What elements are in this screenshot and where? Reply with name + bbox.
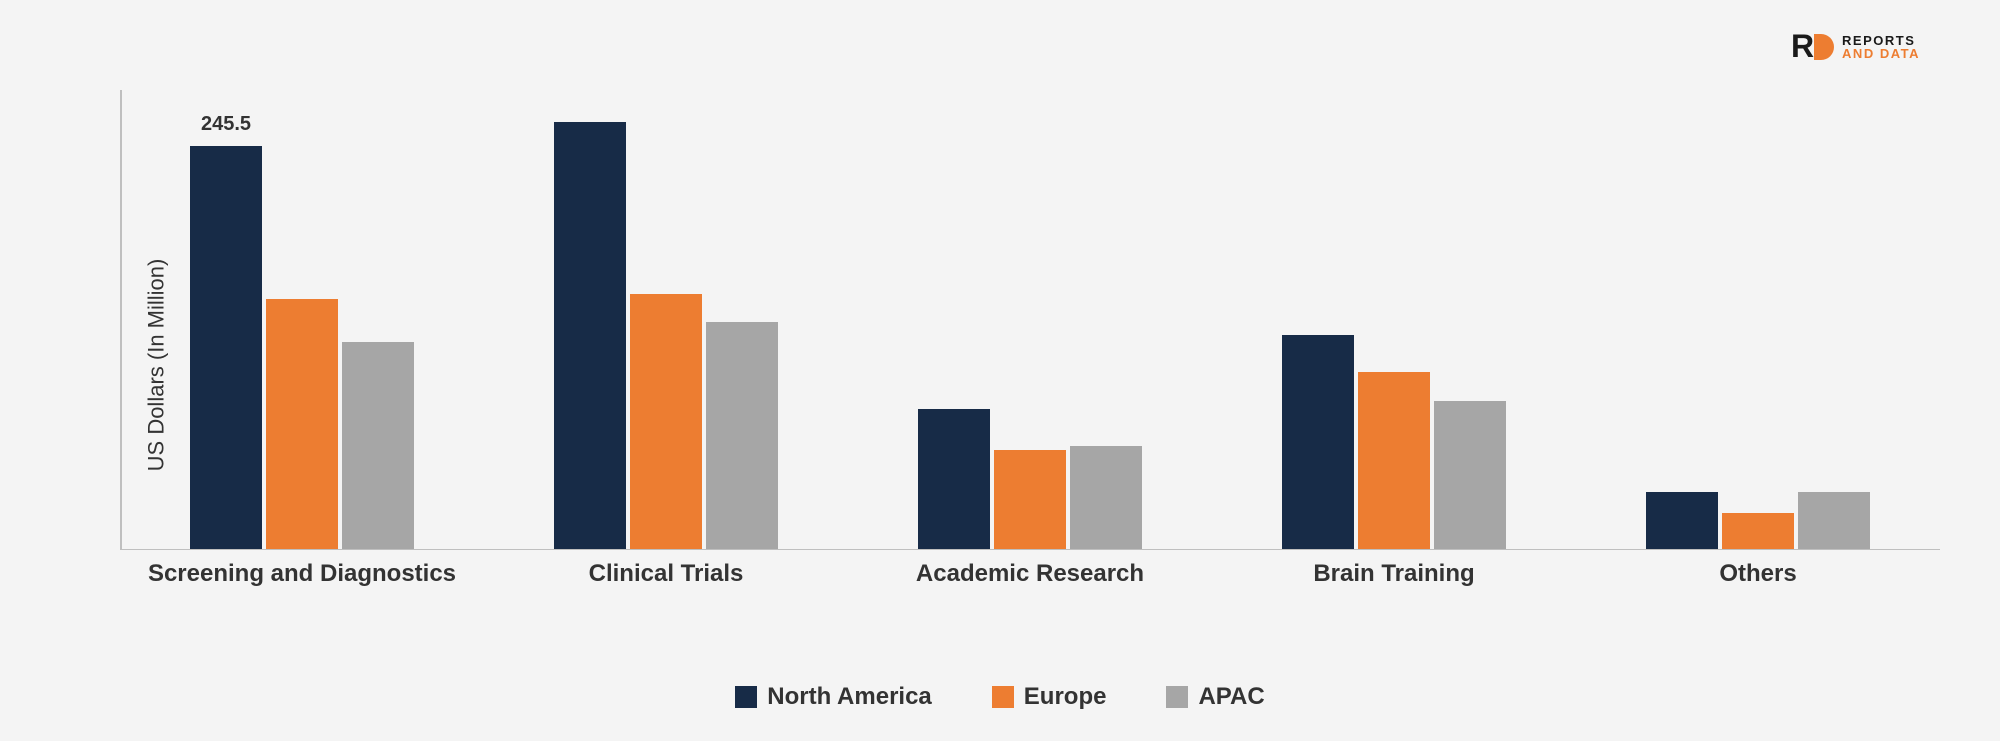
legend-label: North America	[767, 683, 931, 711]
bar-group	[1212, 90, 1576, 549]
bar-group	[1576, 90, 1940, 549]
x-tick-label: Clinical Trials	[484, 560, 848, 590]
bar	[994, 450, 1066, 549]
bar	[630, 294, 702, 549]
bar	[1434, 401, 1506, 549]
bar	[342, 342, 414, 549]
legend-swatch	[992, 686, 1014, 708]
bar-chart: US Dollars (In Million) 245.5 Screening …	[60, 90, 1940, 640]
bar	[1646, 492, 1718, 550]
bar	[1358, 372, 1430, 549]
legend-item: Europe	[992, 683, 1107, 711]
logo-mark: R	[1791, 28, 1834, 65]
legend-swatch	[1166, 686, 1188, 708]
bar	[266, 299, 338, 549]
logo-text-bottom: AND DATA	[1842, 47, 1920, 60]
bar-data-label: 245.5	[201, 113, 251, 136]
legend-swatch	[735, 686, 757, 708]
logo-d-shape	[1814, 34, 1834, 60]
x-tick-label: Brain Training	[1212, 560, 1576, 590]
bar	[1070, 446, 1142, 550]
bar	[706, 322, 778, 549]
bar-groups: 245.5	[120, 90, 1940, 549]
logo-text-top: REPORTS	[1842, 34, 1920, 47]
bar-group: 245.5	[120, 90, 484, 549]
bar-group	[484, 90, 848, 549]
logo-r-letter: R	[1791, 28, 1812, 65]
bar	[1282, 335, 1354, 549]
legend-item: APAC	[1166, 683, 1264, 711]
bar-group	[848, 90, 1212, 549]
logo-text: REPORTS AND DATA	[1842, 34, 1920, 60]
legend: North America Europe APAC	[0, 683, 2000, 711]
bar	[1722, 513, 1794, 549]
bar	[554, 122, 626, 549]
x-tick-label: Academic Research	[848, 560, 1212, 590]
legend-item: North America	[735, 683, 931, 711]
x-tick-label: Others	[1576, 560, 1940, 590]
bar	[918, 409, 990, 549]
legend-label: Europe	[1024, 683, 1107, 711]
legend-label: APAC	[1198, 683, 1264, 711]
bar	[1798, 492, 1870, 550]
brand-logo: R REPORTS AND DATA	[1791, 28, 1920, 65]
plot-area: 245.5	[120, 90, 1940, 550]
x-axis-categories: Screening and DiagnosticsClinical Trials…	[120, 560, 1940, 590]
x-tick-label: Screening and Diagnostics	[120, 560, 484, 590]
bar	[190, 146, 262, 549]
